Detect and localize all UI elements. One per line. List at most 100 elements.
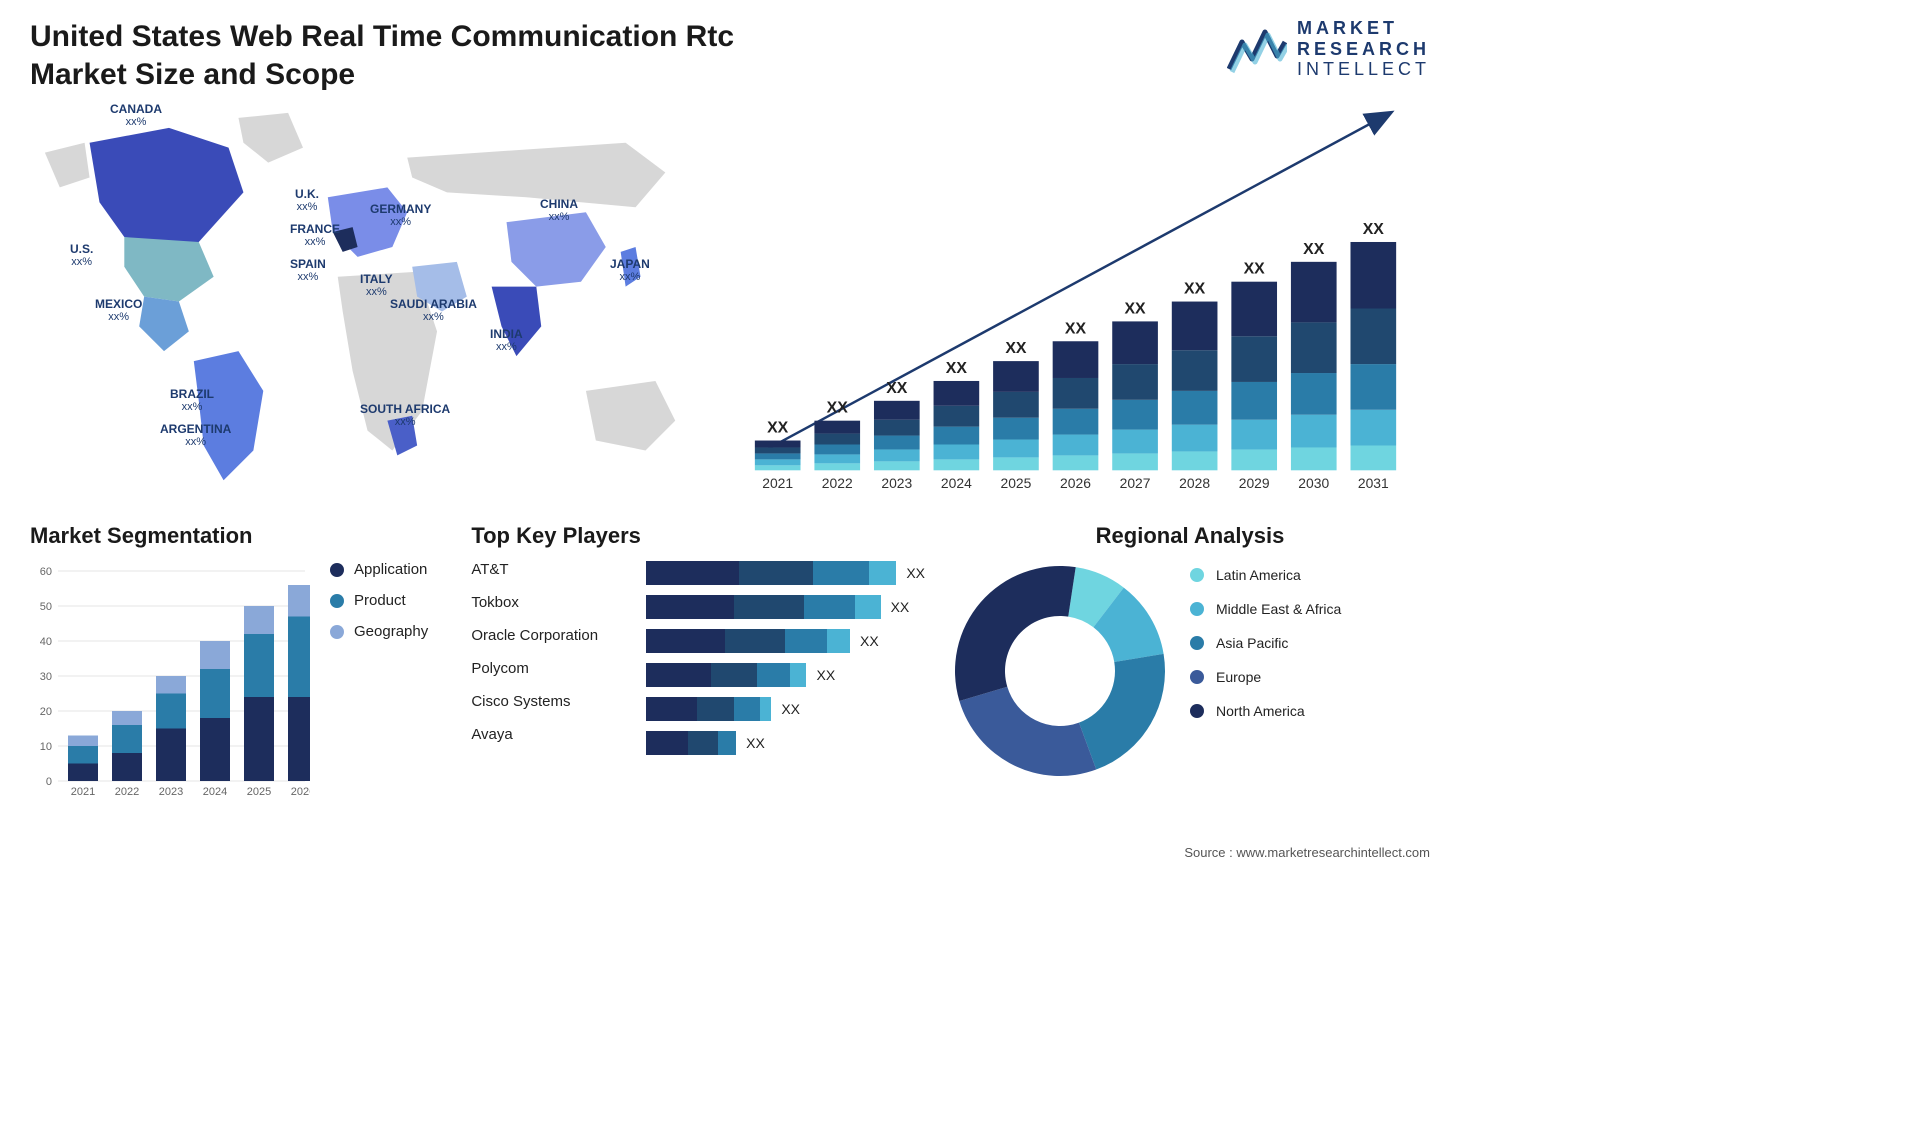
seg-legend-label: Product — [354, 592, 406, 609]
map-region-sa — [194, 351, 263, 480]
growth-bar-seg — [1172, 391, 1218, 425]
player-bar-row: XX — [646, 629, 925, 653]
seg-year: 2021 — [71, 786, 95, 798]
growth-year-label: 2031 — [1358, 475, 1389, 491]
seg-ytick: 30 — [40, 671, 52, 683]
growth-bar-seg — [1351, 364, 1397, 410]
growth-bar-seg — [1351, 308, 1397, 364]
map-region-china — [507, 212, 606, 286]
growth-bar-seg — [814, 444, 860, 454]
legend-dot-icon — [330, 625, 344, 639]
regional-legend-label: Middle East & Africa — [1216, 601, 1341, 617]
seg-bar-seg — [112, 725, 142, 753]
growth-bar-seg — [1291, 373, 1337, 415]
seg-bar-seg — [244, 697, 274, 781]
seg-bar-seg — [112, 753, 142, 781]
growth-bar-seg — [1291, 322, 1337, 373]
map-region-green — [238, 113, 303, 163]
brand-line-3: INTELLECT — [1297, 59, 1430, 80]
brand-line-1: MARKET — [1297, 18, 1430, 39]
player-bar-seg — [718, 731, 737, 755]
map-label: U.S.xx% — [70, 243, 93, 268]
growth-bar-value: XX — [827, 400, 849, 417]
page-title: United States Web Real Time Communicatio… — [30, 18, 790, 93]
growth-bar-seg — [1172, 451, 1218, 470]
player-bar-seg — [804, 595, 855, 619]
growth-bar-seg — [1291, 262, 1337, 323]
growth-bar-seg — [874, 401, 920, 420]
player-bar-seg — [739, 561, 813, 585]
donut-slice — [1079, 654, 1165, 770]
player-bar-value: XX — [860, 633, 879, 649]
player-bar — [646, 697, 771, 721]
legend-dot-icon — [1190, 636, 1204, 650]
legend-dot-icon — [330, 594, 344, 608]
growth-bar-seg — [934, 427, 980, 445]
seg-ytick: 20 — [40, 706, 52, 718]
legend-dot-icon — [1190, 704, 1204, 718]
growth-bar-seg — [1053, 455, 1099, 470]
growth-bar-seg — [1053, 378, 1099, 409]
player-bar-seg — [869, 561, 897, 585]
player-bar-seg — [688, 731, 718, 755]
map-region-us — [124, 237, 213, 302]
segmentation-chart-svg: 0102030405060202120222023202420252026 — [30, 561, 310, 801]
growth-bar-seg — [1351, 242, 1397, 309]
map-region-alaska — [45, 143, 90, 188]
growth-bar-value: XX — [1363, 221, 1385, 238]
seg-bar-seg — [244, 606, 274, 634]
growth-bar-seg — [755, 447, 801, 453]
growth-bar-seg — [814, 421, 860, 434]
player-bar-seg — [855, 595, 881, 619]
growth-bar-seg — [874, 436, 920, 450]
growth-bar-seg — [934, 444, 980, 459]
growth-bar-seg — [1172, 350, 1218, 391]
growth-bar-seg — [755, 441, 801, 448]
growth-year-label: 2024 — [941, 475, 972, 491]
regional-legend-item: Asia Pacific — [1190, 635, 1341, 651]
seg-bar-seg — [156, 676, 186, 694]
growth-bar-seg — [755, 465, 801, 470]
growth-bar-value: XX — [886, 380, 908, 397]
growth-bar-seg — [1291, 447, 1337, 470]
map-region-rus — [407, 143, 665, 208]
growth-bar-seg — [993, 440, 1039, 458]
growth-year-label: 2025 — [1001, 475, 1032, 491]
regional-legend-label: Europe — [1216, 669, 1261, 685]
growth-year-label: 2022 — [822, 475, 853, 491]
regional-legend-item: Middle East & Africa — [1190, 601, 1341, 617]
growth-bar-seg — [755, 453, 801, 459]
growth-bar-seg — [1053, 409, 1099, 435]
growth-bar-seg — [874, 449, 920, 461]
player-bar-seg — [711, 663, 757, 687]
player-bar-seg — [646, 595, 734, 619]
growth-bar-seg — [1351, 410, 1397, 446]
player-bar-seg — [734, 697, 760, 721]
player-bar-seg — [757, 663, 789, 687]
player-bar-seg — [697, 697, 734, 721]
map-label: ARGENTINAxx% — [160, 423, 231, 448]
map-label: GERMANYxx% — [370, 203, 431, 228]
growth-bar-seg — [1053, 341, 1099, 378]
growth-bar-value: XX — [767, 420, 789, 437]
growth-bar-seg — [1172, 425, 1218, 452]
growth-bar-seg — [1112, 364, 1158, 400]
growth-bar-seg — [993, 361, 1039, 392]
map-label: SAUDI ARABIAxx% — [390, 298, 477, 323]
seg-year: 2022 — [115, 786, 139, 798]
legend-dot-icon — [330, 563, 344, 577]
growth-year-label: 2029 — [1239, 475, 1270, 491]
legend-dot-icon — [1190, 602, 1204, 616]
regional-legend-item: North America — [1190, 703, 1341, 719]
growth-bar-seg — [1231, 282, 1277, 337]
seg-legend-label: Application — [354, 561, 427, 578]
player-bar-seg — [725, 629, 785, 653]
seg-ytick: 40 — [40, 636, 52, 648]
map-label: SPAINxx% — [290, 258, 326, 283]
player-bar — [646, 731, 736, 755]
growth-bar-seg — [1231, 382, 1277, 420]
map-label: CHINAxx% — [540, 198, 578, 223]
growth-year-label: 2027 — [1120, 475, 1151, 491]
seg-bar-seg — [68, 764, 98, 782]
segmentation-title: Market Segmentation — [30, 523, 446, 549]
